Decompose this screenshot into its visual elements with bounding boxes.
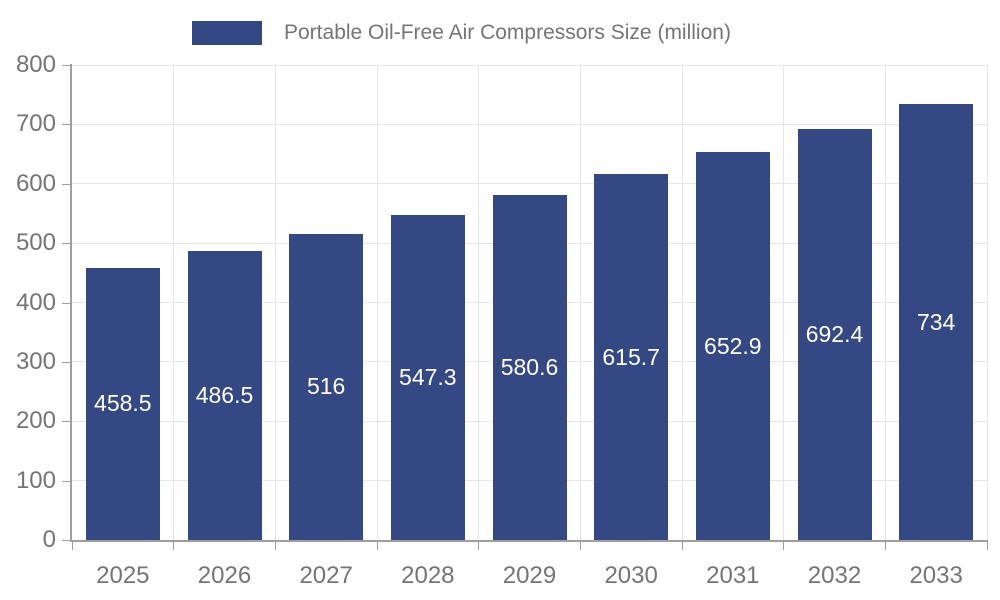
x-gridline xyxy=(478,65,480,540)
x-axis-tick xyxy=(71,540,73,550)
y-axis-tick xyxy=(62,243,72,245)
y-axis-tick xyxy=(62,421,72,423)
bar-2028: 547.3 xyxy=(390,215,465,540)
y-axis-tick-label: 0 xyxy=(42,526,56,553)
y-axis-tick-label: 100 xyxy=(15,466,56,494)
bar-2026: 486.5 xyxy=(187,251,262,540)
bar-2030: 615.7 xyxy=(594,174,669,540)
x-axis-line xyxy=(70,540,987,542)
y-axis-tick xyxy=(62,65,72,66)
x-axis-tick xyxy=(783,540,785,550)
x-axis-category-label: 2025 xyxy=(96,562,150,589)
x-axis-category-label: 2031 xyxy=(706,562,760,589)
x-axis-tick xyxy=(173,540,175,550)
bar-2025: 458.5 xyxy=(85,267,160,540)
x-gridline xyxy=(783,65,785,540)
bar-value-label: 692.4 xyxy=(805,320,864,347)
bar-2029: 580.6 xyxy=(492,195,567,540)
bar-2033: 734 xyxy=(899,104,974,540)
bar-value-label: 516 xyxy=(306,373,346,400)
y-axis-tick-label: 600 xyxy=(15,169,56,197)
y-gridline xyxy=(72,64,987,66)
x-axis-category-label: 2033 xyxy=(909,562,963,589)
y-axis-tick-label: 300 xyxy=(15,347,56,375)
y-axis-tick-label: 400 xyxy=(15,288,56,316)
y-axis-line xyxy=(70,64,72,542)
x-axis-tick xyxy=(884,540,886,550)
x-gridline xyxy=(173,65,175,540)
bar-value-label: 458.5 xyxy=(94,390,152,417)
y-axis-tick-label: 200 xyxy=(15,407,56,435)
y-axis-tick-label: 500 xyxy=(15,229,56,257)
x-axis-category-label: 2029 xyxy=(502,562,557,589)
x-gridline xyxy=(274,65,276,540)
y-axis-tick xyxy=(62,124,72,126)
x-axis-category-label: 2027 xyxy=(299,562,353,589)
y-axis-tick xyxy=(62,540,72,541)
y-axis-tick xyxy=(62,480,72,482)
y-gridline xyxy=(72,123,987,125)
bar-value-label: 734 xyxy=(916,308,956,335)
bar-value-label: 547.3 xyxy=(399,364,457,390)
x-axis-tick xyxy=(274,540,276,550)
y-axis-tick xyxy=(62,361,72,363)
x-gridline xyxy=(884,65,886,540)
x-axis-category-label: 2026 xyxy=(197,562,252,589)
y-axis-tick xyxy=(62,183,72,185)
y-axis-tick-label: 700 xyxy=(15,110,56,138)
x-gridline xyxy=(986,65,988,540)
bar-value-label: 652.9 xyxy=(704,332,762,359)
bar-2027: 516 xyxy=(289,233,364,540)
y-axis-tick-label: 800 xyxy=(15,51,56,78)
x-axis-category-label: 2032 xyxy=(807,562,862,589)
x-gridline xyxy=(376,65,378,540)
y-axis-tick xyxy=(62,302,72,304)
x-axis-tick xyxy=(376,540,378,550)
legend-swatch xyxy=(192,20,262,45)
bar-value-label: 486.5 xyxy=(195,382,254,409)
x-axis-tick xyxy=(681,540,683,550)
y-gridline xyxy=(72,183,987,185)
x-gridline xyxy=(681,65,683,540)
x-axis-tick xyxy=(478,540,480,550)
bar-2032: 692.4 xyxy=(797,128,872,540)
x-axis-category-label: 2030 xyxy=(604,562,658,589)
x-axis-tick xyxy=(986,540,988,550)
bar-value-label: 615.7 xyxy=(602,343,660,370)
chart-legend-item[interactable]: Portable Oil-Free Air Compressors Size (… xyxy=(192,20,731,45)
legend-label: Portable Oil-Free Air Compressors Size (… xyxy=(284,20,731,44)
bar-2031: 652.9 xyxy=(695,152,770,540)
x-axis-tick xyxy=(579,540,581,550)
bar-value-label: 580.6 xyxy=(500,354,559,381)
x-gridline xyxy=(579,65,581,540)
x-axis-category-label: 2028 xyxy=(401,562,455,589)
